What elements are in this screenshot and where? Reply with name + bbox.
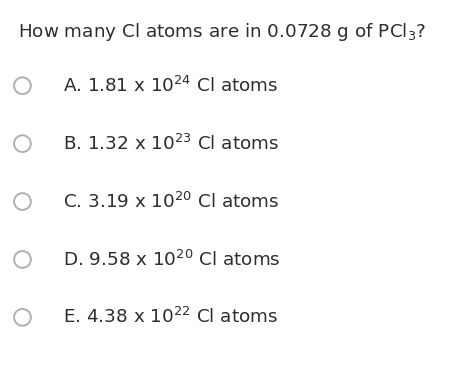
Text: How many Cl atoms are in 0.0728 g of PCl$_3$?: How many Cl atoms are in 0.0728 g of PCl… — [18, 21, 426, 43]
Text: D. 9.58 x 10$^{20}$ Cl atoms: D. 9.58 x 10$^{20}$ Cl atoms — [63, 250, 281, 269]
Text: C. 3.19 x 10$^{20}$ Cl atoms: C. 3.19 x 10$^{20}$ Cl atoms — [63, 192, 279, 211]
Text: E. 4.38 x 10$^{22}$ Cl atoms: E. 4.38 x 10$^{22}$ Cl atoms — [63, 307, 278, 327]
Text: B. 1.32 x 10$^{23}$ Cl atoms: B. 1.32 x 10$^{23}$ Cl atoms — [63, 134, 279, 154]
Text: A. 1.81 x 10$^{24}$ Cl atoms: A. 1.81 x 10$^{24}$ Cl atoms — [63, 76, 278, 96]
